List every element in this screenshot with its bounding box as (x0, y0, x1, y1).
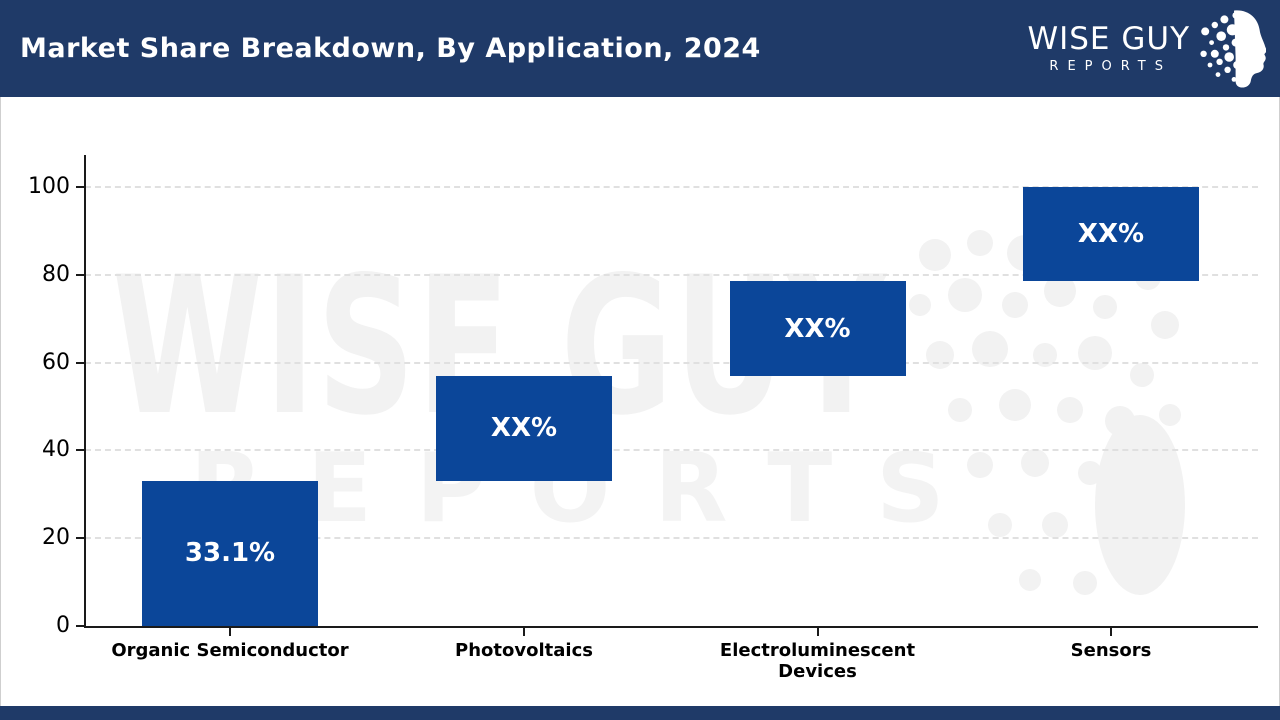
logo-head-icon (1200, 10, 1266, 88)
footer-bar (0, 706, 1280, 720)
y-tick (76, 537, 85, 540)
y-tick-label: 20 (42, 525, 70, 551)
x-axis-line (84, 626, 1258, 628)
watermark-head-icon (909, 229, 1185, 595)
x-tick (229, 627, 231, 636)
category-label: Photovoltaics (455, 640, 593, 661)
y-gridline (85, 449, 1258, 452)
y-tick (76, 625, 85, 627)
logo-wordmark: WISE GUY (1027, 21, 1190, 57)
y-tick-label: 40 (42, 437, 70, 463)
y-axis-line (84, 155, 86, 628)
y-tick (76, 449, 85, 452)
y-gridline (85, 537, 1258, 540)
y-tick-label: 60 (42, 349, 70, 375)
bar-value-label: 33.1% (184, 538, 276, 569)
x-tick (1110, 627, 1112, 636)
y-tick (76, 273, 85, 276)
bar-value-label: XX% (1077, 219, 1145, 250)
category-label: Electroluminescent Devices (719, 640, 916, 682)
bar-value-label: XX% (490, 413, 558, 444)
bar-segment: XX% (1023, 187, 1199, 282)
logo-text: WISE GUY REPORTS (1027, 21, 1190, 74)
y-tick (76, 361, 85, 364)
logo-subtitle: REPORTS (1049, 59, 1173, 74)
y-gridline (85, 273, 1258, 276)
x-tick (816, 627, 819, 636)
bar-segment: XX% (436, 376, 612, 481)
y-tick (76, 186, 85, 188)
y-tick-label: 80 (42, 261, 70, 287)
category-label: Sensors (1070, 640, 1152, 661)
chart-title: Market Share Breakdown, By Application, … (20, 33, 761, 64)
header-bar: Market Share Breakdown, By Application, … (0, 0, 1280, 97)
y-gridline (85, 186, 1258, 188)
x-tick (523, 627, 525, 636)
wise-guy-reports-logo: WISE GUY REPORTS (1027, 0, 1266, 97)
bar-segment: XX% (729, 281, 906, 377)
bar-value-label: XX% (784, 313, 851, 344)
y-gridline (85, 361, 1258, 364)
y-tick-label: 100 (28, 174, 70, 199)
bar-segment: 33.1% (142, 480, 318, 626)
y-tick-label: 0 (56, 613, 70, 638)
category-label: Organic Semiconductor (111, 640, 349, 661)
